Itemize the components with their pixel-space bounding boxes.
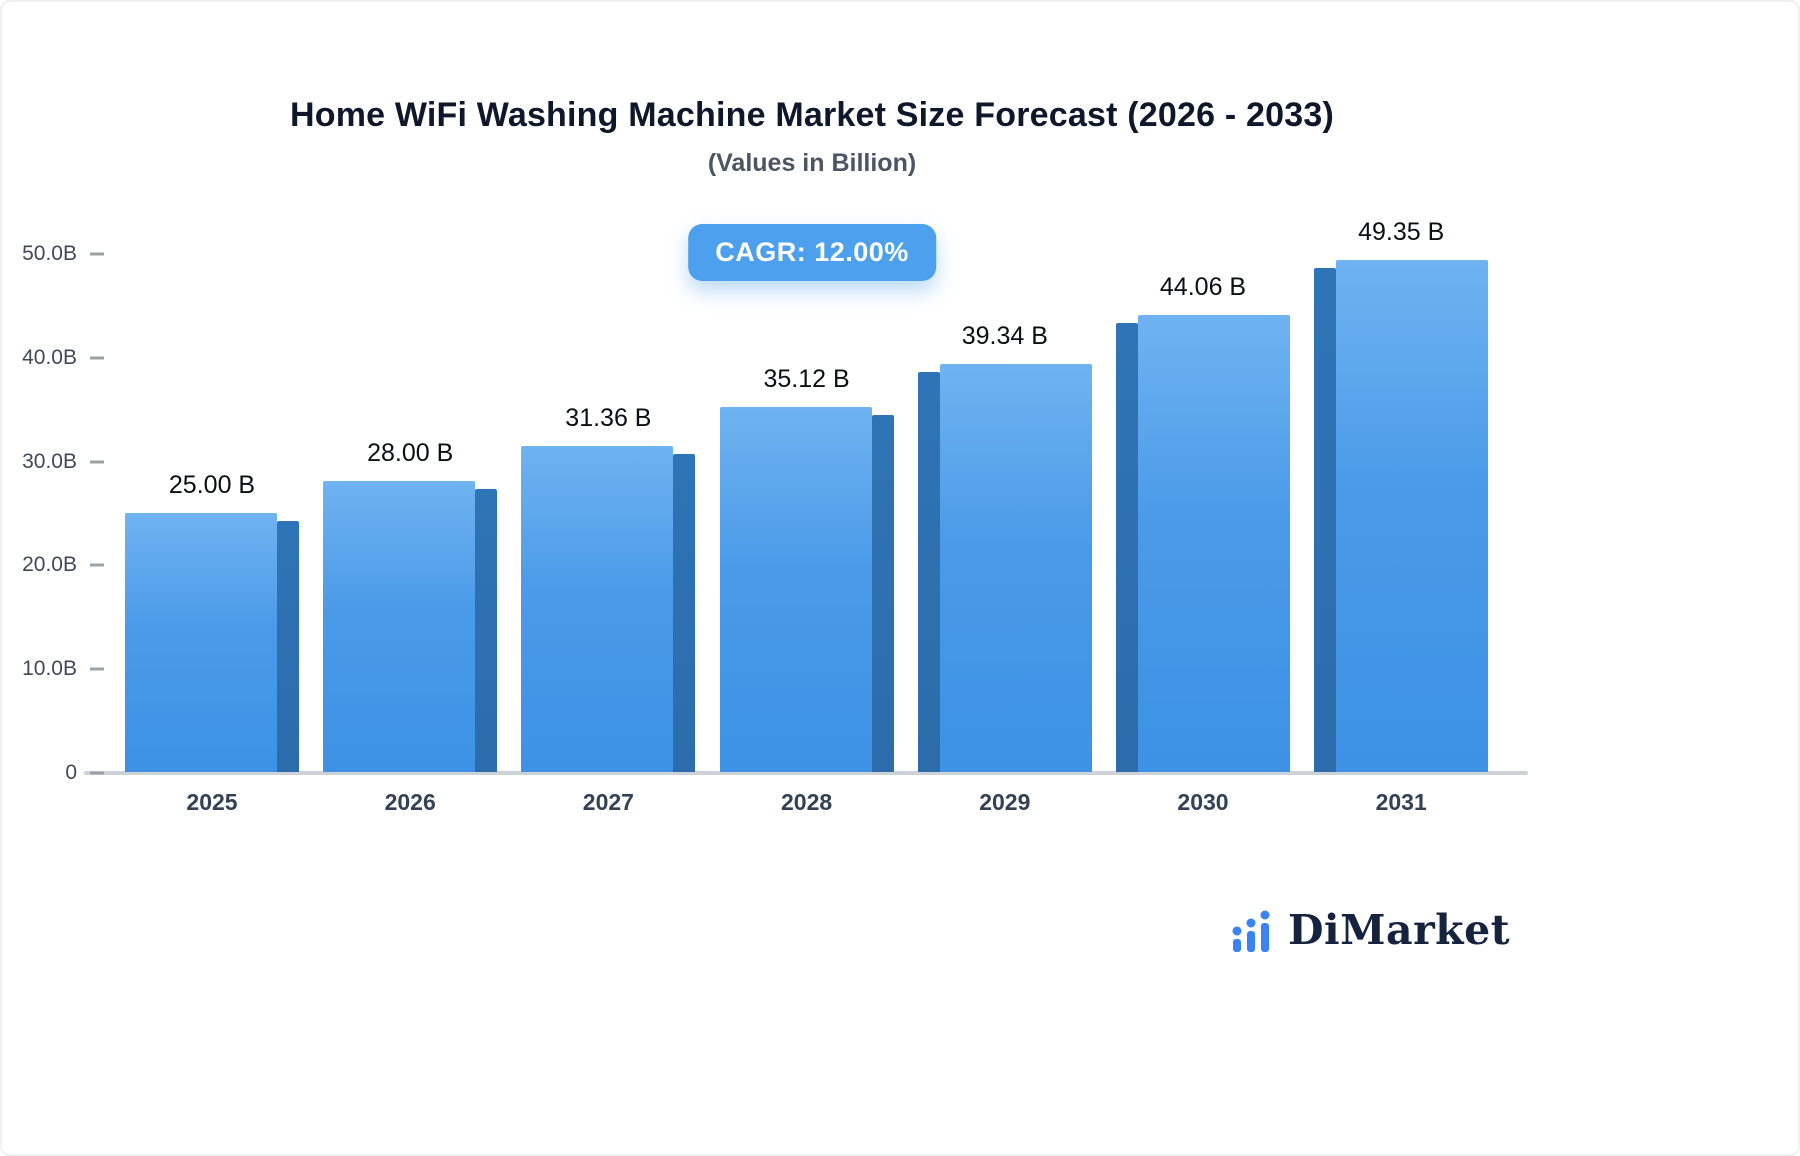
y-axis-tick-mark — [90, 771, 104, 775]
x-axis-label: 2030 — [1177, 789, 1229, 815]
chart-header: Home WiFi Washing Machine Market Size Fo… — [2, 2, 1622, 178]
brand-logo: DiMarket — [1230, 905, 1510, 955]
x-axis-label: 2031 — [1375, 789, 1427, 815]
bar — [1138, 314, 1290, 772]
x-axis-label: 2025 — [186, 789, 238, 815]
bar-group: 35.12 B 2028 — [719, 254, 894, 815]
bar-value-label: 31.36 B — [565, 404, 652, 433]
bar-value-label: 49.35 B — [1358, 217, 1445, 246]
bar — [939, 363, 1092, 772]
y-axis-tick-label: 0 — [65, 761, 77, 784]
bar-side-face — [475, 489, 498, 772]
bar-group: 49.35 B 2031 — [1314, 218, 1489, 815]
bar-chart-logo-icon — [1232, 910, 1270, 952]
y-axis-tick-mark — [90, 356, 104, 360]
y-axis-tick-label: 20.0B — [22, 553, 77, 577]
bar-side-face — [277, 520, 299, 772]
brand-name: DiMarket — [1288, 906, 1511, 954]
x-axis-label: 2027 — [582, 789, 634, 815]
bar — [719, 407, 872, 772]
y-axis-tick-label: 40.0B — [22, 345, 77, 369]
y-axis-tick-label: 10.0B — [22, 657, 77, 681]
bar-value-label: 44.06 B — [1159, 272, 1247, 301]
chart-subtitle: (Values in Billion) — [707, 149, 917, 177]
bar — [1336, 259, 1489, 772]
bar-side-face — [917, 371, 940, 772]
bar-side-face — [673, 454, 696, 772]
bar-group: 44.06 B 2030 — [1116, 254, 1290, 815]
y-axis-tick-label: 30.0B — [22, 449, 77, 473]
bar-side-face — [871, 415, 894, 772]
bar-value-label: 28.00 B — [367, 439, 454, 468]
x-axis-label: 2028 — [781, 789, 833, 815]
bar-group: 28.00 B 2026 — [323, 254, 498, 815]
x-axis-label: 2026 — [384, 789, 436, 815]
y-axis-tick-mark — [90, 667, 104, 671]
bar-value-label: 25.00 B — [168, 470, 256, 499]
cagr-badge: CAGR: 12.00% — [688, 224, 936, 281]
bar-side-face — [1314, 267, 1337, 772]
chart-title: Home WiFi Washing Machine Market Size Fo… — [290, 96, 1334, 134]
y-axis-tick-mark — [90, 252, 104, 256]
bar-group: 39.34 B 2029 — [917, 254, 1092, 815]
bar-group: 31.36 B 2027 — [521, 254, 696, 815]
bar — [125, 512, 277, 772]
y-axis-tick-mark — [90, 460, 104, 464]
y-axis-tick-mark — [90, 563, 104, 567]
bar-value-label: 35.12 B — [763, 365, 850, 394]
bar-side-face — [1116, 322, 1138, 772]
bar — [521, 446, 674, 772]
bar-value-label: 39.34 B — [961, 321, 1048, 350]
bar-group: 25.00 B 2025 — [125, 254, 299, 815]
x-axis-label: 2029 — [979, 789, 1031, 815]
bar — [323, 481, 476, 772]
y-axis-tick-label: 50.0B — [22, 242, 77, 265]
x-axis-line — [84, 771, 1528, 775]
plot-area: 0 10.0B 20.0B 30.0B 40.0B 50.0B 25.00 B 2025 28.… — [22, 218, 1528, 815]
